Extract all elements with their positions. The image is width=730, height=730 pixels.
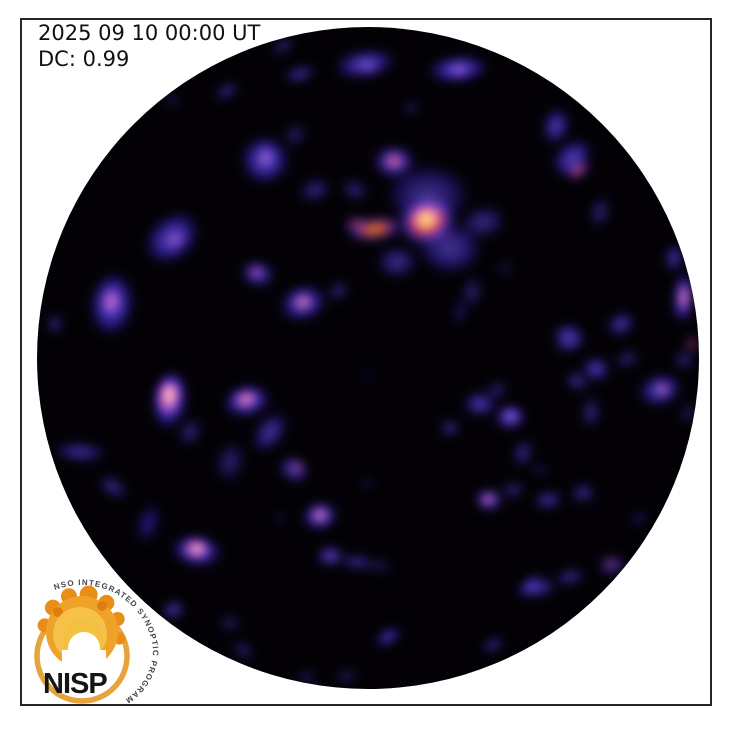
activity-blob	[532, 488, 564, 512]
activity-blob	[282, 62, 318, 86]
activity-blob	[274, 513, 286, 523]
activity-blob	[377, 246, 417, 278]
activity-blob	[370, 621, 406, 653]
activity-blob	[480, 493, 496, 505]
activity-blob	[498, 478, 528, 502]
activity-blob	[94, 470, 132, 504]
activity-blob	[479, 635, 507, 655]
activity-blob	[654, 383, 670, 395]
activity-blob	[503, 409, 519, 423]
timestamp-block: 2025 09 10 00:00 UT DC: 0.99	[38, 21, 260, 72]
activity-blob	[538, 105, 574, 147]
activity-blob	[612, 347, 642, 371]
activity-blob	[627, 508, 651, 528]
activity-blob	[338, 175, 372, 205]
nisp-logo: NSO INTEGRATED SYNOPTIC PROGRAM	[34, 578, 159, 705]
activity-blob	[358, 60, 378, 72]
activity-blob	[323, 277, 353, 305]
activity-blob	[674, 350, 694, 370]
activity-blob	[685, 335, 699, 353]
activity-blob	[497, 262, 513, 274]
activity-blob	[663, 243, 685, 273]
activity-blob	[212, 79, 242, 103]
activity-blob	[211, 439, 249, 485]
activity-blob	[46, 312, 64, 336]
activity-blob	[296, 174, 334, 206]
activity-blob	[229, 637, 257, 663]
nisp-logo-text: NISP	[43, 668, 108, 700]
activity-blob	[580, 395, 602, 429]
activity-blob	[440, 420, 460, 436]
solar-disk	[37, 27, 699, 689]
activity-blob	[367, 559, 393, 573]
activity-blob	[316, 546, 344, 566]
activity-blob	[552, 565, 588, 589]
activity-blob	[405, 101, 417, 115]
activity-blob	[372, 145, 416, 179]
timestamp-text: 2025 09 10 00:00 UT	[38, 21, 261, 45]
activity-blob	[257, 145, 275, 169]
activity-blob	[220, 616, 240, 630]
activity-blob	[311, 507, 329, 523]
activity-blob	[358, 476, 376, 490]
nisp-sun-icon	[37, 585, 126, 672]
activity-blob	[569, 481, 597, 505]
activity-blob	[603, 307, 639, 341]
activity-blob	[53, 441, 107, 463]
activity-blob	[532, 464, 548, 476]
activity-blob	[363, 370, 371, 378]
activity-blob	[166, 94, 178, 104]
activity-blob	[510, 437, 536, 469]
activity-blob	[334, 666, 360, 686]
activity-blob	[452, 297, 468, 327]
activity-blob	[324, 551, 338, 561]
activity-blob	[129, 496, 167, 550]
activity-blob	[587, 195, 613, 229]
activity-blob	[273, 451, 313, 489]
duty-cycle-text: DC: 0.99	[38, 46, 130, 71]
